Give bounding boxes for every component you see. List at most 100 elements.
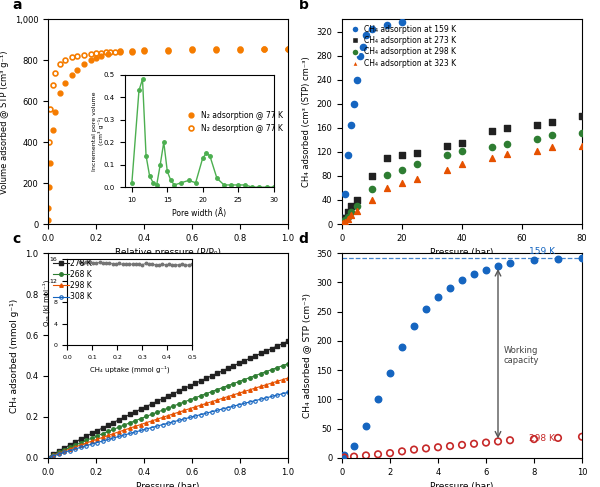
Point — [433, 443, 443, 451]
N₂ desorption @ 77 K — [80, 52, 88, 57]
268 K — [148, 412, 155, 417]
278 K — [246, 356, 253, 361]
N₂ adsorption @ 77 K — [104, 51, 112, 57]
Point — [346, 211, 356, 219]
Point — [577, 142, 587, 150]
298 K — [77, 442, 85, 448]
278 K — [143, 404, 150, 410]
Point — [502, 150, 512, 157]
298 K — [154, 416, 161, 422]
N₂ desorption @ 77 K — [212, 46, 220, 52]
268 K — [251, 373, 259, 378]
298 K — [115, 429, 122, 435]
308 K — [191, 413, 199, 419]
268 K — [88, 435, 95, 441]
298 K — [110, 431, 117, 436]
Line: 308 K: 308 K — [46, 391, 290, 460]
Y-axis label: CH₄ adsorbed (mmol g⁻¹): CH₄ adsorbed (mmol g⁻¹) — [10, 299, 19, 412]
Point — [457, 139, 467, 147]
298 K — [257, 383, 265, 389]
298 K — [246, 387, 253, 393]
Point — [349, 442, 359, 450]
278 K — [77, 436, 85, 442]
Point — [457, 160, 467, 168]
308 K — [224, 405, 232, 411]
308 K — [104, 436, 112, 442]
298 K — [203, 400, 210, 406]
Point — [442, 166, 452, 174]
Point — [340, 451, 349, 459]
268 K — [279, 363, 286, 369]
308 K — [131, 429, 139, 435]
268 K — [246, 375, 253, 380]
Point — [457, 276, 467, 283]
278 K — [121, 414, 128, 420]
Point — [421, 445, 431, 452]
278 K — [241, 358, 248, 364]
Point — [487, 127, 497, 135]
308 K — [126, 431, 133, 436]
278 K — [159, 396, 166, 402]
298 K — [251, 385, 259, 391]
N₂ desorption @ 77 K — [97, 50, 104, 56]
N₂ desorption @ 77 K — [46, 139, 53, 145]
Point — [382, 154, 392, 162]
298 K — [143, 420, 150, 426]
N₂ desorption @ 77 K — [88, 51, 95, 57]
278 K — [71, 439, 79, 445]
298 K — [274, 378, 281, 384]
308 K — [88, 441, 95, 447]
308 K — [235, 402, 242, 408]
N₂ adsorption @ 77 K — [188, 47, 196, 53]
298 K — [50, 452, 57, 458]
Line: 298 K: 298 K — [46, 376, 290, 460]
N₂ adsorption @ 77 K — [61, 80, 68, 86]
Point — [412, 175, 422, 183]
Text: b: b — [299, 0, 308, 12]
308 K — [77, 445, 85, 450]
Point — [412, 149, 422, 157]
268 K — [115, 424, 122, 430]
Point — [469, 440, 479, 448]
308 K — [175, 417, 182, 423]
298 K — [83, 440, 90, 446]
298 K — [197, 402, 205, 408]
278 K — [203, 375, 210, 381]
N₂ desorption @ 77 K — [52, 70, 59, 75]
268 K — [241, 376, 248, 382]
268 K — [126, 420, 133, 426]
278 K — [274, 343, 281, 349]
298 K — [99, 434, 106, 440]
Point — [338, 219, 348, 227]
278 K — [99, 425, 106, 431]
Point — [397, 19, 407, 26]
N₂ adsorption @ 77 K — [164, 48, 172, 54]
278 K — [230, 363, 237, 369]
268 K — [110, 427, 117, 432]
Point — [481, 439, 491, 447]
Point — [340, 214, 350, 222]
N₂ desorption @ 77 K — [284, 46, 292, 52]
278 K — [44, 455, 52, 461]
N₂ desorption @ 77 K — [140, 47, 148, 53]
Line: 278 K: 278 K — [46, 339, 290, 460]
Point — [442, 142, 452, 150]
Point — [445, 284, 455, 292]
298 K — [66, 446, 73, 452]
Point — [505, 259, 515, 267]
N₂ adsorption @ 77 K — [260, 46, 268, 52]
Point — [493, 262, 503, 270]
278 K — [251, 353, 259, 359]
298 K — [284, 375, 292, 381]
268 K — [219, 385, 226, 391]
N₂ desorption @ 77 K — [73, 53, 80, 59]
278 K — [197, 378, 205, 384]
Point — [340, 218, 350, 225]
Point — [337, 219, 347, 227]
N₂ adsorption @ 77 K — [236, 47, 244, 53]
308 K — [44, 455, 52, 461]
Point — [433, 293, 443, 301]
298 K — [263, 382, 270, 388]
Point — [412, 160, 422, 168]
298 K — [94, 436, 101, 442]
